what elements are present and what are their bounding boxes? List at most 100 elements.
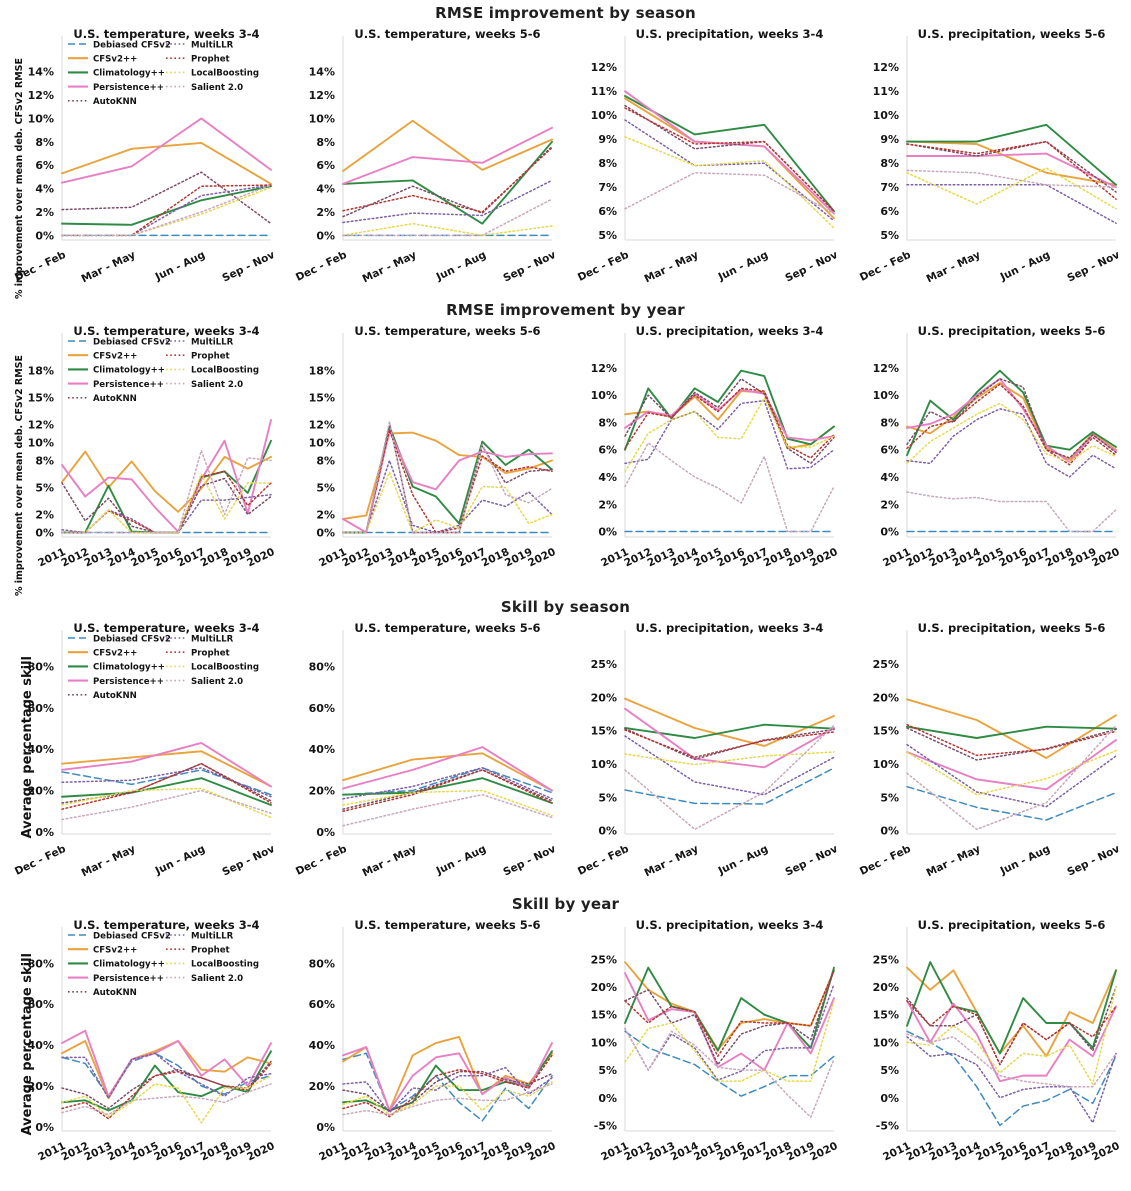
y-tick-label: 0% — [35, 527, 54, 540]
panel-title: U.S. precipitation, weeks 5-6 — [918, 621, 1106, 635]
y-axis-title: Average percentage skill — [20, 953, 35, 1136]
legend-item-climatologypp: Climatology++ — [68, 69, 165, 79]
legend-item-multillr: MultiLLR — [166, 40, 234, 50]
svg-text:Dec - Feb: Dec - Feb — [576, 843, 631, 878]
series-line-cfsv2pp — [624, 697, 835, 747]
y-tick-label: 6% — [316, 159, 335, 172]
series-line-localboosting — [624, 1000, 835, 1082]
y-tick-label: 0% — [316, 1121, 335, 1134]
series-line-debiased_cfsv2 — [342, 1052, 553, 1122]
legend-item-climatologypp: Climatology++ — [68, 663, 165, 673]
legend-item-debiased_cfsv2: Debiased CFSv2 — [68, 634, 171, 644]
y-tick-label: 7% — [880, 181, 899, 194]
panel-rmse-season-1: U.S. temperature, weeks 5-6 0% 2% 4% 6% 8% 10%… — [281, 22, 564, 296]
section-title: Skill by season — [500, 598, 631, 616]
svg-text:Jun - Aug: Jun - Aug — [153, 843, 207, 878]
chart-section-skill-season: Skill by season U.S. temperature, weeks 3… — [0, 594, 1131, 891]
legend-item-salient: Salient 2.0 — [166, 380, 243, 390]
y-tick-label: 10% — [591, 109, 617, 122]
series-line-climatologypp — [624, 369, 835, 451]
svg-text:Sep - Nov: Sep - Nov — [501, 249, 557, 285]
svg-text:Mar - May: Mar - May — [80, 843, 138, 879]
y-tick-label: 20% — [309, 785, 335, 798]
y-tick-label: 80% — [309, 660, 335, 673]
x-tick-label: Sep - Nov — [501, 249, 557, 285]
legend-label: Climatology++ — [93, 366, 165, 376]
y-tick-label: 8% — [316, 136, 335, 149]
y-tick-label: 80% — [28, 660, 54, 673]
y-axis-title: % improvement over mean deb. CFSv2 RMSE — [14, 58, 25, 300]
y-tick-label: 25% — [873, 953, 899, 966]
series-line-prophet — [624, 969, 835, 1057]
series-line-salient — [624, 172, 835, 215]
series-line-cfsv2pp — [906, 140, 1117, 186]
legend-item-persistencepp: Persistence++ — [68, 974, 164, 984]
legend-item-autoknn: AutoKNN — [68, 97, 137, 107]
legend-label: Climatology++ — [93, 69, 165, 79]
x-tick-label: Mar - May — [80, 843, 138, 879]
y-tick-label: 2% — [880, 498, 899, 511]
chart-panel-rmse-season-2: U.S. precipitation, weeks 3-4 5% 6% 7% 8% 9% 1… — [576, 27, 840, 285]
series-line-salient — [906, 491, 1117, 533]
y-tick-label: 20% — [873, 691, 899, 704]
y-tick-label: 10% — [309, 112, 335, 125]
x-tick-label: Dec - Feb — [13, 843, 68, 878]
series-line-salient — [906, 1033, 1117, 1088]
series-line-multillr — [906, 1036, 1117, 1124]
series-line-prophet — [624, 387, 835, 459]
series-line-debiased_cfsv2 — [906, 785, 1117, 821]
y-tick-label: 0% — [880, 526, 899, 539]
y-axis-title: Average percentage skill — [20, 656, 35, 839]
series-line-salient — [61, 1083, 272, 1116]
y-tick-label: 12% — [591, 61, 617, 74]
svg-text:Jun - Aug: Jun - Aug — [434, 843, 488, 878]
legend-label: Debiased CFSv2 — [93, 40, 171, 50]
series-line-persistencepp — [61, 117, 272, 184]
panel-skill-season-0: U.S. temperature, weeks 3-4 0% 20% 40% 60% 80… — [0, 616, 283, 890]
y-tick-label: 0% — [598, 1092, 617, 1105]
svg-text:Mar - May: Mar - May — [643, 249, 701, 285]
y-tick-label: 0% — [880, 825, 899, 838]
y-tick-label: 7% — [598, 181, 617, 194]
legend-label: CFSv2++ — [93, 352, 137, 362]
chart-panel-skill-season-1: U.S. temperature, weeks 5-6 0% 20% 40% 60% 80… — [294, 621, 558, 879]
x-tick-label: Jun - Aug — [998, 843, 1052, 878]
series-line-salient — [624, 724, 835, 831]
series-line-cfsv2pp — [624, 97, 835, 220]
panel-title: U.S. precipitation, weeks 3-4 — [636, 324, 824, 338]
series-line-salient — [342, 198, 553, 237]
chart-panel-skill-year-2: U.S. precipitation, weeks 3-4 -5% 0% 5% 10% 1… — [591, 918, 840, 1163]
series-line-climatologypp — [342, 140, 553, 225]
x-tick-label: Mar - May — [925, 843, 983, 879]
svg-text:Dec - Feb: Dec - Feb — [294, 249, 349, 284]
series-line-salient — [624, 1027, 835, 1118]
panel-row: U.S. temperature, weeks 3-4 0% 20% 40% 60% 80… — [0, 913, 1131, 1187]
svg-text:Sep - Nov: Sep - Nov — [220, 843, 276, 879]
series-line-multillr — [624, 983, 835, 1081]
chart-panel-rmse-season-3: U.S. precipitation, weeks 5-6 5% 6% 7% 8% 9% 1… — [858, 27, 1122, 285]
y-tick-label: 6% — [35, 159, 54, 172]
svg-text:Dec - Feb: Dec - Feb — [858, 249, 913, 284]
y-tick-label: 10% — [28, 437, 54, 450]
svg-text:Dec - Feb: Dec - Feb — [294, 843, 349, 878]
series-line-debiased_cfsv2 — [624, 1030, 835, 1097]
panel-title: U.S. precipitation, weeks 3-4 — [636, 918, 824, 932]
legend-label: AutoKNN — [93, 394, 137, 404]
x-tick-label: Dec - Feb — [858, 843, 913, 878]
series-line-prophet — [61, 762, 272, 810]
panel-title: U.S. temperature, weeks 3-4 — [73, 324, 259, 338]
y-tick-label: 40% — [309, 1039, 335, 1052]
panel-title: U.S. precipitation, weeks 3-4 — [636, 621, 824, 635]
legend-label: Salient 2.0 — [191, 974, 243, 984]
series-line-localboosting — [624, 136, 835, 229]
chart-section-rmse-year: RMSE improvement by year U.S. temperature… — [0, 297, 1131, 596]
legend-label: CFSv2++ — [93, 55, 137, 65]
series-line-prophet — [906, 140, 1117, 200]
y-tick-label: 20% — [309, 1080, 335, 1093]
x-tick-label: Dec - Feb — [294, 843, 349, 878]
svg-text:Dec - Feb: Dec - Feb — [13, 843, 68, 878]
series-line-autoknn — [342, 769, 553, 810]
y-tick-label: 0% — [598, 526, 617, 539]
y-tick-label: 6% — [880, 205, 899, 218]
